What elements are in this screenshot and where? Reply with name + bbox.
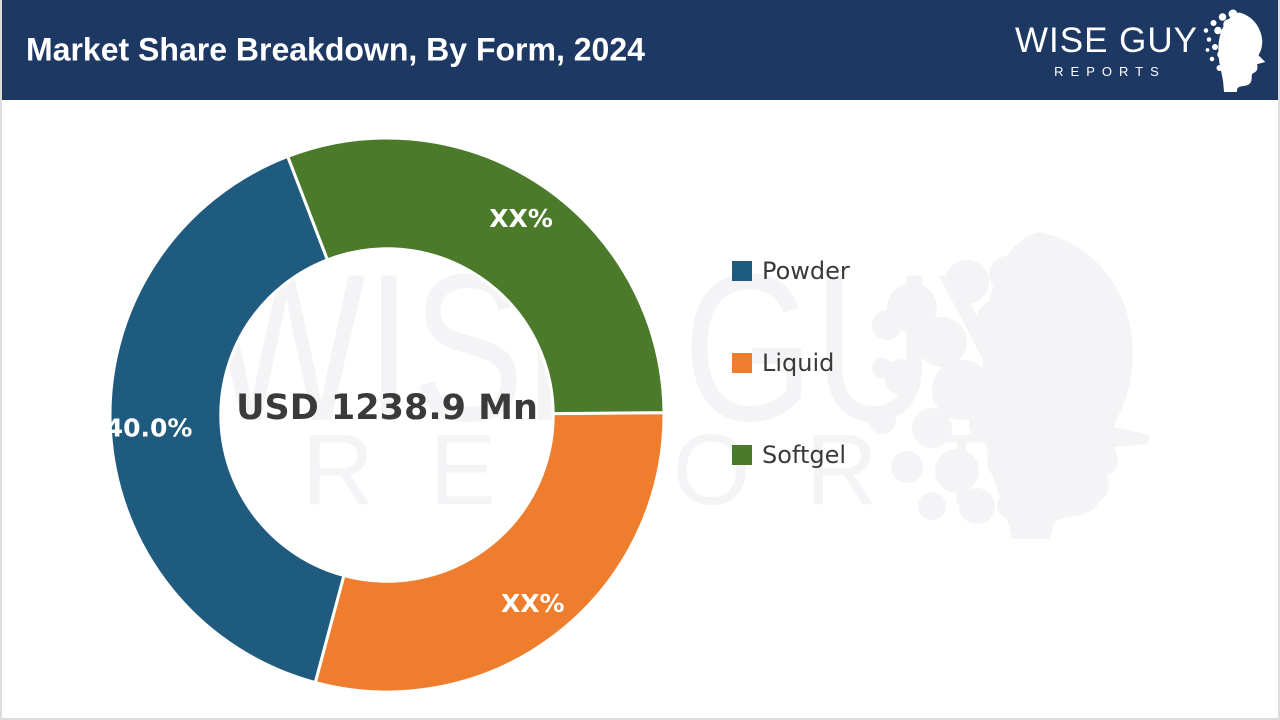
donut-segment-powder: [108, 154, 346, 685]
legend-label-liquid: Liquid: [762, 349, 835, 377]
chart-center-value: USD 1238.9 Mn: [236, 388, 538, 428]
segment-value-label-softgel: XX%: [489, 204, 553, 233]
legend-label-softgel: Softgel: [762, 441, 847, 469]
legend-label-powder: Powder: [762, 257, 850, 285]
logo-subtitle: REPORTS: [1054, 64, 1166, 79]
header-bar: Market Share Breakdown, By Form, 2024 WI…: [2, 0, 1278, 100]
legend-item-powder: Powder: [732, 257, 850, 285]
logo-wordmark: WISE GUY: [1014, 21, 1198, 60]
legend-swatch-powder: [732, 261, 752, 281]
logo-head-icon: [1203, 9, 1266, 92]
legend-item-softgel: Softgel: [732, 441, 850, 469]
segment-value-label-powder: 40.0%: [106, 413, 193, 442]
page-title: Market Share Breakdown, By Form, 2024: [26, 31, 645, 68]
legend-item-liquid: Liquid: [732, 349, 850, 377]
legend-swatch-liquid: [732, 353, 752, 373]
donut-segment-softgel: [285, 136, 666, 416]
segment-value-label-liquid: XX%: [501, 589, 565, 618]
logo-text: WISE GUY REPORTS: [1015, 21, 1198, 79]
donut-chart: 40.0% XX% XX%: [106, 136, 666, 694]
watermark-head-icon: [868, 232, 1150, 539]
chart-legend: Powder Liquid Softgel: [732, 257, 850, 469]
wise-guy-logo: WISE GUY REPORTS: [1015, 8, 1272, 92]
legend-swatch-softgel: [732, 445, 752, 465]
donut-segment-liquid: [313, 411, 666, 694]
